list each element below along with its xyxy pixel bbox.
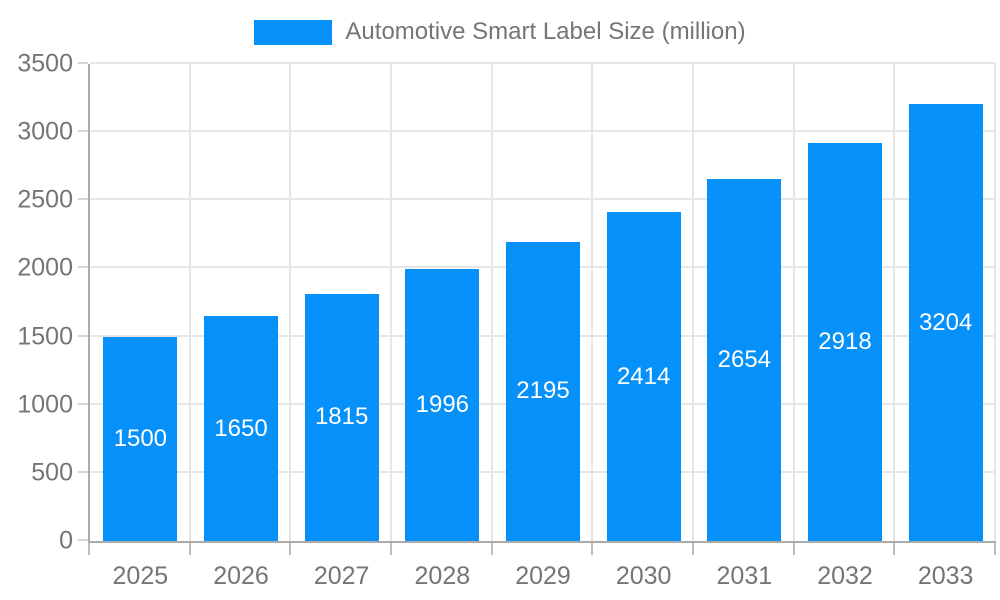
bar-value-label: 2414 (616, 362, 671, 390)
bar[interactable]: 1500 (103, 336, 178, 541)
v-gridline (289, 64, 292, 541)
bar-value-label: 1500 (113, 424, 168, 452)
y-axis-label: 2500 (17, 185, 73, 214)
v-gridline (792, 64, 795, 541)
h-gridline (90, 130, 996, 133)
bar[interactable]: 1650 (204, 316, 278, 541)
bar[interactable]: 1996 (405, 268, 480, 541)
bar[interactable]: 2195 (506, 241, 580, 541)
bar-value-label: 1815 (314, 403, 369, 431)
x-axis-tick (591, 543, 594, 555)
y-axis-label: 3000 (17, 117, 73, 146)
v-gridline (490, 64, 493, 541)
bar[interactable]: 2654 (707, 179, 782, 541)
x-axis-label: 2030 (615, 562, 672, 590)
v-gridline (591, 64, 594, 541)
x-axis-tick (692, 543, 694, 555)
x-axis-tick (994, 543, 996, 555)
y-axis-label: 500 (31, 458, 73, 487)
y-axis-tick (78, 62, 88, 64)
x-axis-label: 2032 (817, 562, 873, 590)
x-axis-label: 2025 (112, 562, 169, 590)
bar-value-label: 3204 (918, 308, 973, 336)
x-axis-tick (88, 543, 90, 555)
x-axis-label: 2033 (917, 562, 974, 590)
x-axis-label: 2029 (515, 562, 571, 590)
v-gridline (893, 64, 896, 541)
y-axis-tick (78, 130, 88, 133)
x-axis-label: 2026 (213, 562, 269, 590)
v-gridline (692, 64, 694, 541)
y-axis-tick (78, 539, 88, 541)
x-axis-label: 2027 (313, 562, 370, 590)
y-axis-label: 1000 (17, 390, 73, 419)
h-gridline (90, 198, 996, 201)
x-axis-tick (188, 543, 191, 555)
v-gridline (994, 64, 996, 541)
x-axis-tick (490, 543, 493, 555)
y-axis-label: 2000 (17, 253, 73, 282)
y-axis-tick (78, 334, 88, 337)
x-axis-label: 2031 (716, 562, 773, 590)
bar-value-label: 1996 (415, 390, 470, 418)
plot-area: 0 500 1000 1500 2000 2500 3000 3500 1500 2025 1650… (17, 50, 996, 590)
y-axis-label: 3500 (17, 49, 73, 78)
y-axis-tick (78, 198, 88, 201)
y-axis-label: 0 (59, 526, 73, 555)
h-gridline (90, 62, 996, 64)
bar[interactable]: 1815 (304, 293, 379, 541)
v-gridline (188, 64, 191, 541)
y-axis-tick (78, 470, 88, 473)
bar-value-label: 2654 (717, 346, 772, 374)
legend-label: Automotive Smart Label Size (million) (345, 18, 746, 45)
bar-value-label: 2195 (516, 377, 570, 405)
x-axis-tick (390, 543, 392, 555)
bar-value-label: 1650 (214, 414, 268, 442)
bar[interactable]: 2414 (606, 212, 681, 541)
legend[interactable]: Automotive Smart Label Size (million) (0, 17, 1000, 47)
y-axis-tick (78, 402, 88, 405)
x-axis-tick (289, 543, 292, 555)
legend-swatch-icon (254, 19, 333, 45)
bar[interactable]: 2918 (808, 143, 882, 541)
y-axis-label: 1500 (17, 322, 73, 351)
x-axis-label: 2028 (414, 562, 471, 590)
v-gridline (390, 64, 392, 541)
x-axis-tick (893, 543, 896, 555)
bar-value-label: 2918 (818, 328, 872, 356)
x-axis-tick (792, 543, 795, 555)
bar[interactable]: 3204 (908, 104, 983, 541)
y-axis-tick (78, 266, 88, 269)
